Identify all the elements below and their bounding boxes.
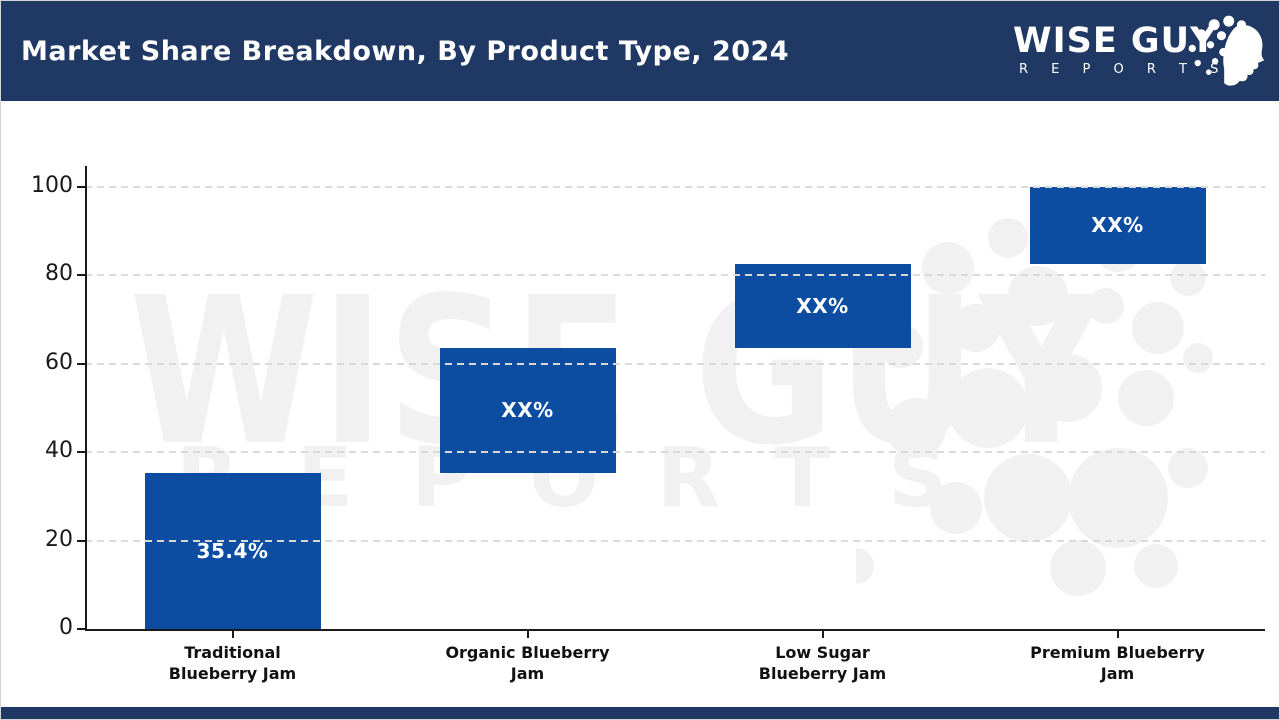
x-tick-3 (821, 631, 824, 638)
chart-title: Market Share Breakdown, By Product Type,… (21, 35, 790, 67)
y-tick-label-20: 20 (45, 526, 73, 552)
y-tick-label-80: 80 (45, 261, 73, 287)
bar-traditional-blueberry-jam: 35.4% (144, 472, 321, 629)
y-tick-label-60: 60 (45, 349, 73, 375)
wiseguy-logo: WISE GUY R E P O R T S (1013, 11, 1265, 93)
gridline-y40 (85, 451, 1265, 454)
y-axis-line (85, 166, 87, 631)
wiseguy-logo-text: WISE GUY R E P O R T S (1013, 21, 1228, 77)
y-tick-0 (77, 628, 85, 630)
logo-wordmark: WISE GUY (1013, 21, 1217, 61)
gridline-y100 (85, 186, 1265, 188)
gridline-y60 (85, 362, 1265, 365)
x-tick-2 (526, 631, 529, 638)
bar-value-label: XX% (796, 293, 849, 318)
y-tick-label-40: 40 (45, 438, 73, 464)
bar-low-sugar-blueberry-jam: XX% (734, 263, 911, 348)
x-axis-line (85, 629, 1265, 631)
gridline-y20 (85, 539, 1265, 542)
y-tick-60 (77, 362, 85, 365)
gridline-y80 (85, 274, 1265, 277)
watermark-head-icon (856, 207, 1213, 596)
x-tick-label-3: Low Sugar Blueberry Jam (758, 643, 887, 683)
x-tick-label-4: Premium Blueberry Jam (1030, 643, 1205, 683)
bar-value-label: 35.4% (196, 538, 269, 563)
y-tick-100 (77, 186, 85, 188)
bar-value-label: XX% (1091, 213, 1144, 238)
y-tick-80 (77, 274, 85, 277)
footer-bar (1, 707, 1279, 719)
bar-value-label: XX% (501, 398, 554, 423)
bar-organic-blueberry-jam: XX% (439, 347, 616, 473)
y-tick-label-100: 100 (31, 173, 73, 198)
bar-premium-blueberry-jam: XX% (1029, 187, 1206, 264)
x-tick-label-2: Organic Blueberry Jam (445, 643, 610, 683)
logo-subtitle: R E P O R T S (1019, 62, 1228, 77)
x-tick-4 (1116, 631, 1119, 638)
x-tick-label-1: Traditional Blueberry Jam (168, 643, 297, 683)
wiseguy-head-icon (1188, 15, 1265, 86)
y-tick-20 (77, 539, 85, 542)
header-bar: Market Share Breakdown, By Product Type,… (1, 1, 1279, 101)
y-tick-40 (77, 451, 85, 454)
y-tick-label-0: 0 (59, 615, 73, 640)
x-tick-1 (231, 631, 234, 638)
